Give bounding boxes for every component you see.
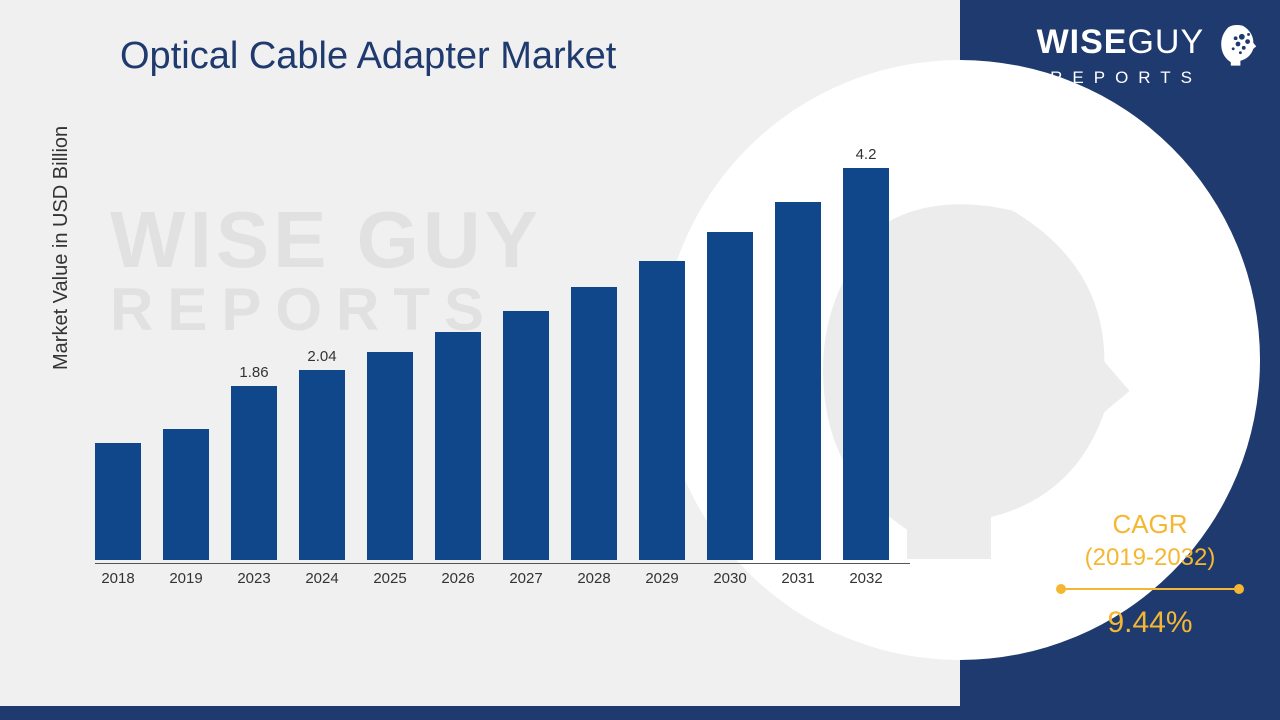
x-tick-label: 2032 [836,570,896,587]
x-tick-label: 2028 [564,570,624,587]
x-tick-label: 2031 [768,570,828,587]
x-tick-label: 2029 [632,570,692,587]
chart-title: Optical Cable Adapter Market [120,35,616,78]
x-tick-label: 2026 [428,570,488,587]
bar [163,429,209,560]
bar-value-label: 2.04 [292,348,352,365]
x-tick-label: 2027 [496,570,556,587]
bar [95,443,141,560]
logo-word-1: WISE [1037,23,1128,61]
head-icon [1214,20,1262,68]
bar [639,261,685,560]
bar [503,311,549,560]
x-tick-label: 2018 [88,570,148,587]
logo-text: WISEGUY [972,20,1262,68]
bar [843,168,889,560]
bottom-accent-bar [0,706,960,720]
bar-chart: 2018 2019 2023 1.86 2024 2.04 2025 2026 2027 2028… [70,140,910,600]
bar [435,332,481,560]
bar [299,370,345,560]
cagr-divider [1060,588,1240,590]
cagr-value: 9.44% [1020,606,1280,640]
x-tick-label: 2030 [700,570,760,587]
bar-value-label: 4.2 [836,146,896,163]
x-tick-label: 2024 [292,570,352,587]
bar [367,352,413,560]
bar [775,202,821,560]
bar [231,386,277,560]
bar [707,232,753,560]
logo-subtext: REPORTS [972,68,1202,88]
x-tick-label: 2019 [156,570,216,587]
bar-value-label: 1.86 [224,364,284,381]
bars-group: 2018201920231.8620242.042025202620272028… [95,140,910,560]
x-tick-label: 2025 [360,570,420,587]
logo: WISEGUY REPORTS [972,20,1262,88]
logo-word-2: GUY [1127,23,1203,61]
cagr-block: CAGR (2019-2032) 9.44% [1020,509,1280,640]
x-tick-label: 2023 [224,570,284,587]
bar [571,287,617,560]
cagr-label: CAGR [1020,509,1280,540]
cagr-years: (2019-2032) [1020,544,1280,572]
x-axis-line [95,563,910,564]
